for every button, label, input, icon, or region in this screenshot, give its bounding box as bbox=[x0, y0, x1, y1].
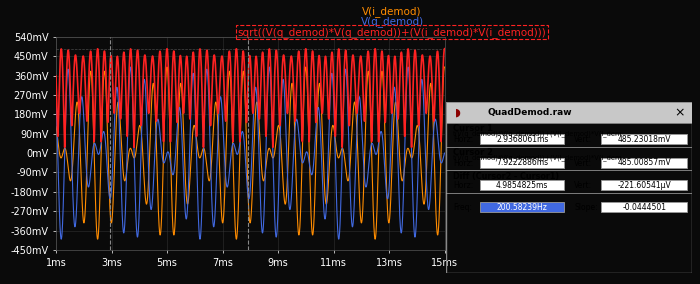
Text: QuadDemod.raw: QuadDemod.raw bbox=[488, 108, 573, 117]
Text: 485.23018mV: 485.23018mV bbox=[617, 135, 671, 143]
Bar bbox=[480, 134, 564, 144]
Text: -221.60541μV: -221.60541μV bbox=[617, 181, 671, 189]
Bar bbox=[601, 134, 687, 144]
Bar bbox=[480, 158, 564, 168]
Text: sqrt((V(q_demod)*V(q_demod))+(V(i_demod)*V(i_demod))): sqrt((V(q_demod)*V(q_demod))+(V(i_demod)… bbox=[237, 27, 547, 38]
Text: 2.9368061ms: 2.9368061ms bbox=[496, 135, 549, 143]
Text: Cursor 2: Cursor 2 bbox=[454, 148, 494, 157]
Text: Slope:: Slope: bbox=[574, 203, 598, 212]
Text: Diff (Cursor2 - Cursor1): Diff (Cursor2 - Cursor1) bbox=[454, 172, 559, 181]
Text: ◗: ◗ bbox=[455, 107, 461, 118]
Text: 485.00857mV: 485.00857mV bbox=[617, 158, 671, 167]
Bar bbox=[480, 180, 564, 190]
Bar bbox=[601, 202, 687, 212]
Text: Horz:: Horz: bbox=[454, 159, 473, 168]
Text: Horz:: Horz: bbox=[454, 135, 473, 144]
Text: Vert:: Vert: bbox=[574, 135, 592, 144]
Text: -0.0444501: -0.0444501 bbox=[622, 203, 666, 212]
Bar bbox=[446, 102, 692, 123]
Bar bbox=[601, 158, 687, 168]
Text: 7.9222886ms: 7.9222886ms bbox=[496, 158, 548, 167]
Text: 4.9854825ms: 4.9854825ms bbox=[496, 181, 549, 189]
Text: Vert:: Vert: bbox=[574, 159, 592, 168]
Text: t(V(q_demod)*V(q_demod))+(V(i_demod)*V(i_dem: t(V(q_demod)*V(q_demod))+(V(i_demod)*V(i… bbox=[454, 154, 623, 161]
Text: t(V(q_demod)*V(q_demod))+(V(i_demod)*V(i_dem: t(V(q_demod)*V(q_demod))+(V(i_demod)*V(i… bbox=[454, 131, 623, 137]
Text: Freq:: Freq: bbox=[454, 203, 473, 212]
Text: Vert:: Vert: bbox=[574, 181, 592, 190]
Text: V(i_demod): V(i_demod) bbox=[363, 6, 421, 17]
Text: Cursor 1: Cursor 1 bbox=[454, 124, 494, 133]
Bar bbox=[601, 180, 687, 190]
Text: 200.58239Hz: 200.58239Hz bbox=[497, 203, 547, 212]
Text: V(q_demod): V(q_demod) bbox=[360, 16, 424, 27]
Text: ×: × bbox=[674, 106, 685, 119]
Text: Horz:: Horz: bbox=[454, 181, 473, 190]
Bar bbox=[480, 202, 564, 212]
